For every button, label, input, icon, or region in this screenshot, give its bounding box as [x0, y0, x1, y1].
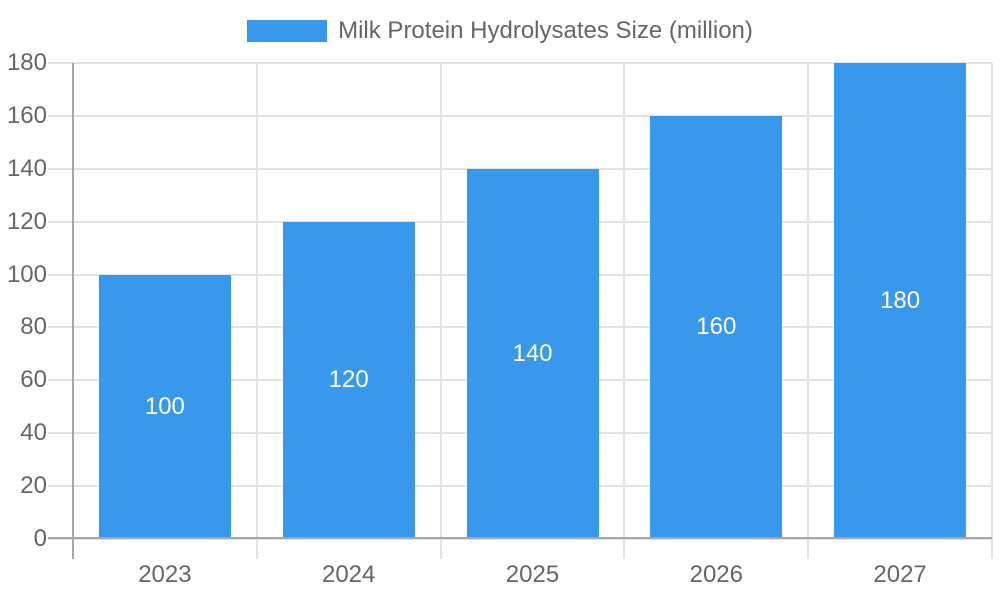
v-gridline — [807, 63, 810, 559]
x-axis-line — [48, 537, 992, 539]
y-tick-label: 0 — [33, 525, 47, 552]
x-tick-label: 2025 — [505, 561, 560, 588]
y-tick-label: 80 — [20, 313, 47, 341]
y-tick-label: 160 — [6, 101, 47, 129]
v-gridline — [255, 63, 258, 559]
bar-2027[interactable]: 180 — [834, 63, 967, 539]
chart-legend[interactable]: Milk Protein Hydrolysates Size (million) — [0, 17, 1000, 45]
y-tick-label: 20 — [20, 472, 47, 500]
v-gridline — [991, 63, 993, 559]
plot-area: 100 120 140 160 180 — [48, 62, 993, 559]
v-gridline — [623, 63, 626, 559]
bar-2025[interactable]: 140 — [466, 168, 599, 539]
h-gridline — [48, 538, 992, 540]
bar-value-label: 180 — [880, 287, 921, 314]
y-tick-label: 100 — [6, 260, 47, 288]
bar-2026[interactable]: 160 — [650, 115, 783, 539]
y-tick-label: 120 — [6, 207, 47, 235]
bar-value-label: 160 — [696, 313, 737, 341]
h-gridline — [48, 114, 992, 117]
v-gridline — [439, 63, 442, 559]
x-tick-label: 2024 — [321, 561, 376, 588]
y-tick-label: 40 — [20, 419, 47, 447]
bar-2024[interactable]: 120 — [282, 221, 415, 539]
legend-label: Milk Protein Hydrolysates Size (million) — [338, 17, 753, 44]
y-tick-label: 180 — [6, 49, 47, 76]
bar-value-label: 100 — [144, 392, 185, 420]
bar-value-label: 120 — [328, 366, 369, 394]
y-axis-line — [72, 63, 74, 559]
bar-2023[interactable]: 100 — [98, 274, 231, 539]
x-tick-label: 2027 — [873, 561, 927, 588]
y-tick-label: 140 — [6, 154, 47, 182]
y-tick-label: 60 — [20, 366, 47, 394]
legend-swatch — [247, 20, 328, 42]
x-tick-label: 2026 — [689, 561, 743, 588]
bar-value-label: 140 — [512, 339, 553, 367]
x-tick-label: 2023 — [138, 561, 192, 588]
h-gridline — [48, 62, 992, 64]
